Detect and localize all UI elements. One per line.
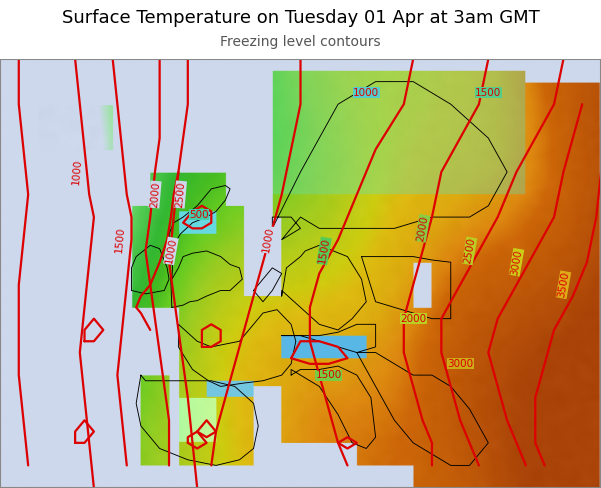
Text: 1500: 1500 bbox=[475, 88, 501, 98]
Text: 1500: 1500 bbox=[114, 226, 126, 253]
Text: 500: 500 bbox=[189, 210, 209, 220]
Text: Freezing level contours: Freezing level contours bbox=[220, 35, 381, 49]
Text: 1000: 1000 bbox=[260, 226, 275, 253]
Text: 1000: 1000 bbox=[353, 88, 379, 98]
Text: 1500: 1500 bbox=[316, 370, 342, 380]
Text: Surface Temperature on Tuesday 01 Apr at 3am GMT: Surface Temperature on Tuesday 01 Apr at… bbox=[62, 9, 539, 27]
Text: 3500: 3500 bbox=[557, 271, 570, 299]
Text: 3000: 3000 bbox=[509, 248, 523, 276]
Text: 1000: 1000 bbox=[71, 159, 83, 185]
Text: 2000: 2000 bbox=[149, 181, 161, 208]
Text: 2000: 2000 bbox=[400, 314, 426, 324]
Text: 2500: 2500 bbox=[174, 181, 186, 208]
Text: 2500: 2500 bbox=[462, 237, 477, 265]
Text: 1500: 1500 bbox=[317, 237, 331, 265]
Text: 3000: 3000 bbox=[447, 359, 473, 369]
Text: 1000: 1000 bbox=[163, 237, 178, 264]
Text: 2000: 2000 bbox=[415, 215, 430, 242]
